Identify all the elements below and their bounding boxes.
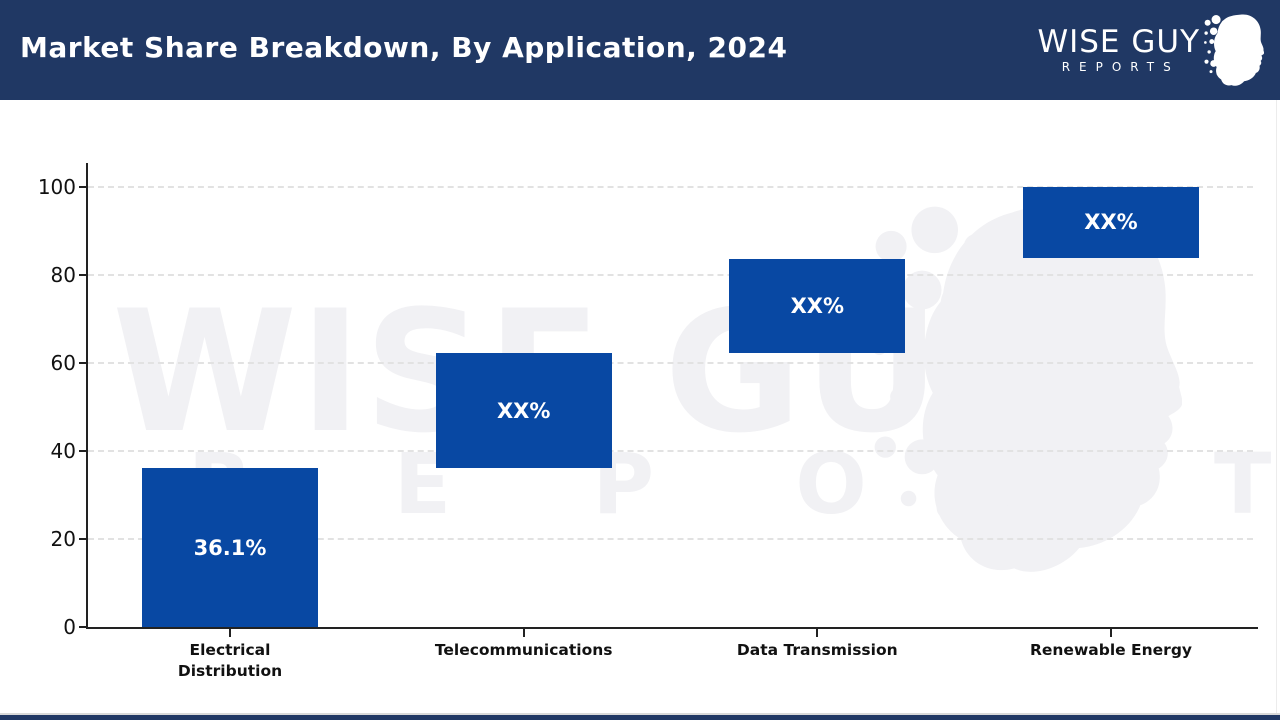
y-tick-label-100: 100 bbox=[37, 175, 76, 199]
x-category-label-3: Renewable Energy bbox=[1029, 641, 1193, 659]
logo: WISE GUY REPORTS bbox=[1037, 12, 1266, 88]
gridline-100 bbox=[88, 186, 1253, 188]
logo-wordmark: WISE GUY bbox=[1037, 23, 1200, 60]
x-category-label-0: Electrical Distribution bbox=[177, 641, 283, 680]
x-category-label-1: Telecommunications bbox=[434, 641, 613, 659]
footer-bar bbox=[0, 715, 1280, 720]
x-axis-spine bbox=[86, 627, 1258, 629]
bar-value-label: XX% bbox=[790, 294, 845, 319]
page-title: Market Share Breakdown, By Application, … bbox=[20, 30, 788, 64]
figure-edge-line bbox=[1276, 100, 1277, 713]
y-tick-label-40: 40 bbox=[50, 439, 76, 463]
y-tick-20 bbox=[79, 538, 88, 540]
x-tick-1 bbox=[522, 629, 525, 637]
bar-telecommunications: XX% bbox=[435, 352, 612, 469]
bar-value-label: 36.1% bbox=[193, 535, 267, 560]
y-tick-label-80: 80 bbox=[50, 263, 76, 287]
bar-value-label: XX% bbox=[1084, 210, 1138, 235]
y-tick-60 bbox=[79, 362, 88, 364]
footer-divider bbox=[0, 713, 1280, 715]
logo-subtitle: REPORTS bbox=[1061, 60, 1180, 75]
y-tick-80 bbox=[79, 274, 88, 276]
y-axis-spine bbox=[86, 163, 88, 629]
x-tick-3 bbox=[1110, 629, 1112, 637]
y-tick-label-60: 60 bbox=[50, 351, 76, 375]
x-tick-2 bbox=[816, 629, 819, 637]
x-tick-0 bbox=[229, 629, 231, 637]
y-tick-label-20: 20 bbox=[50, 527, 76, 551]
y-tick-label-0: 0 bbox=[63, 615, 76, 639]
gridline-40 bbox=[88, 450, 1253, 452]
bar-renewable-energy: XX% bbox=[1023, 187, 1199, 258]
x-category-label-2: Data Transmission bbox=[736, 641, 898, 659]
gridline-20 bbox=[88, 538, 1253, 540]
y-tick-100 bbox=[79, 186, 88, 188]
gridline-80 bbox=[88, 274, 1253, 276]
bar-data-transmission: XX% bbox=[729, 259, 906, 353]
gridline-60 bbox=[88, 362, 1253, 364]
y-tick-0 bbox=[79, 626, 88, 628]
header: Market Share Breakdown, By Application, … bbox=[0, 0, 1280, 100]
y-tick-40 bbox=[79, 450, 88, 452]
bar-electrical-distribution: 36.1% bbox=[142, 468, 318, 627]
bar-value-label: XX% bbox=[496, 398, 551, 423]
